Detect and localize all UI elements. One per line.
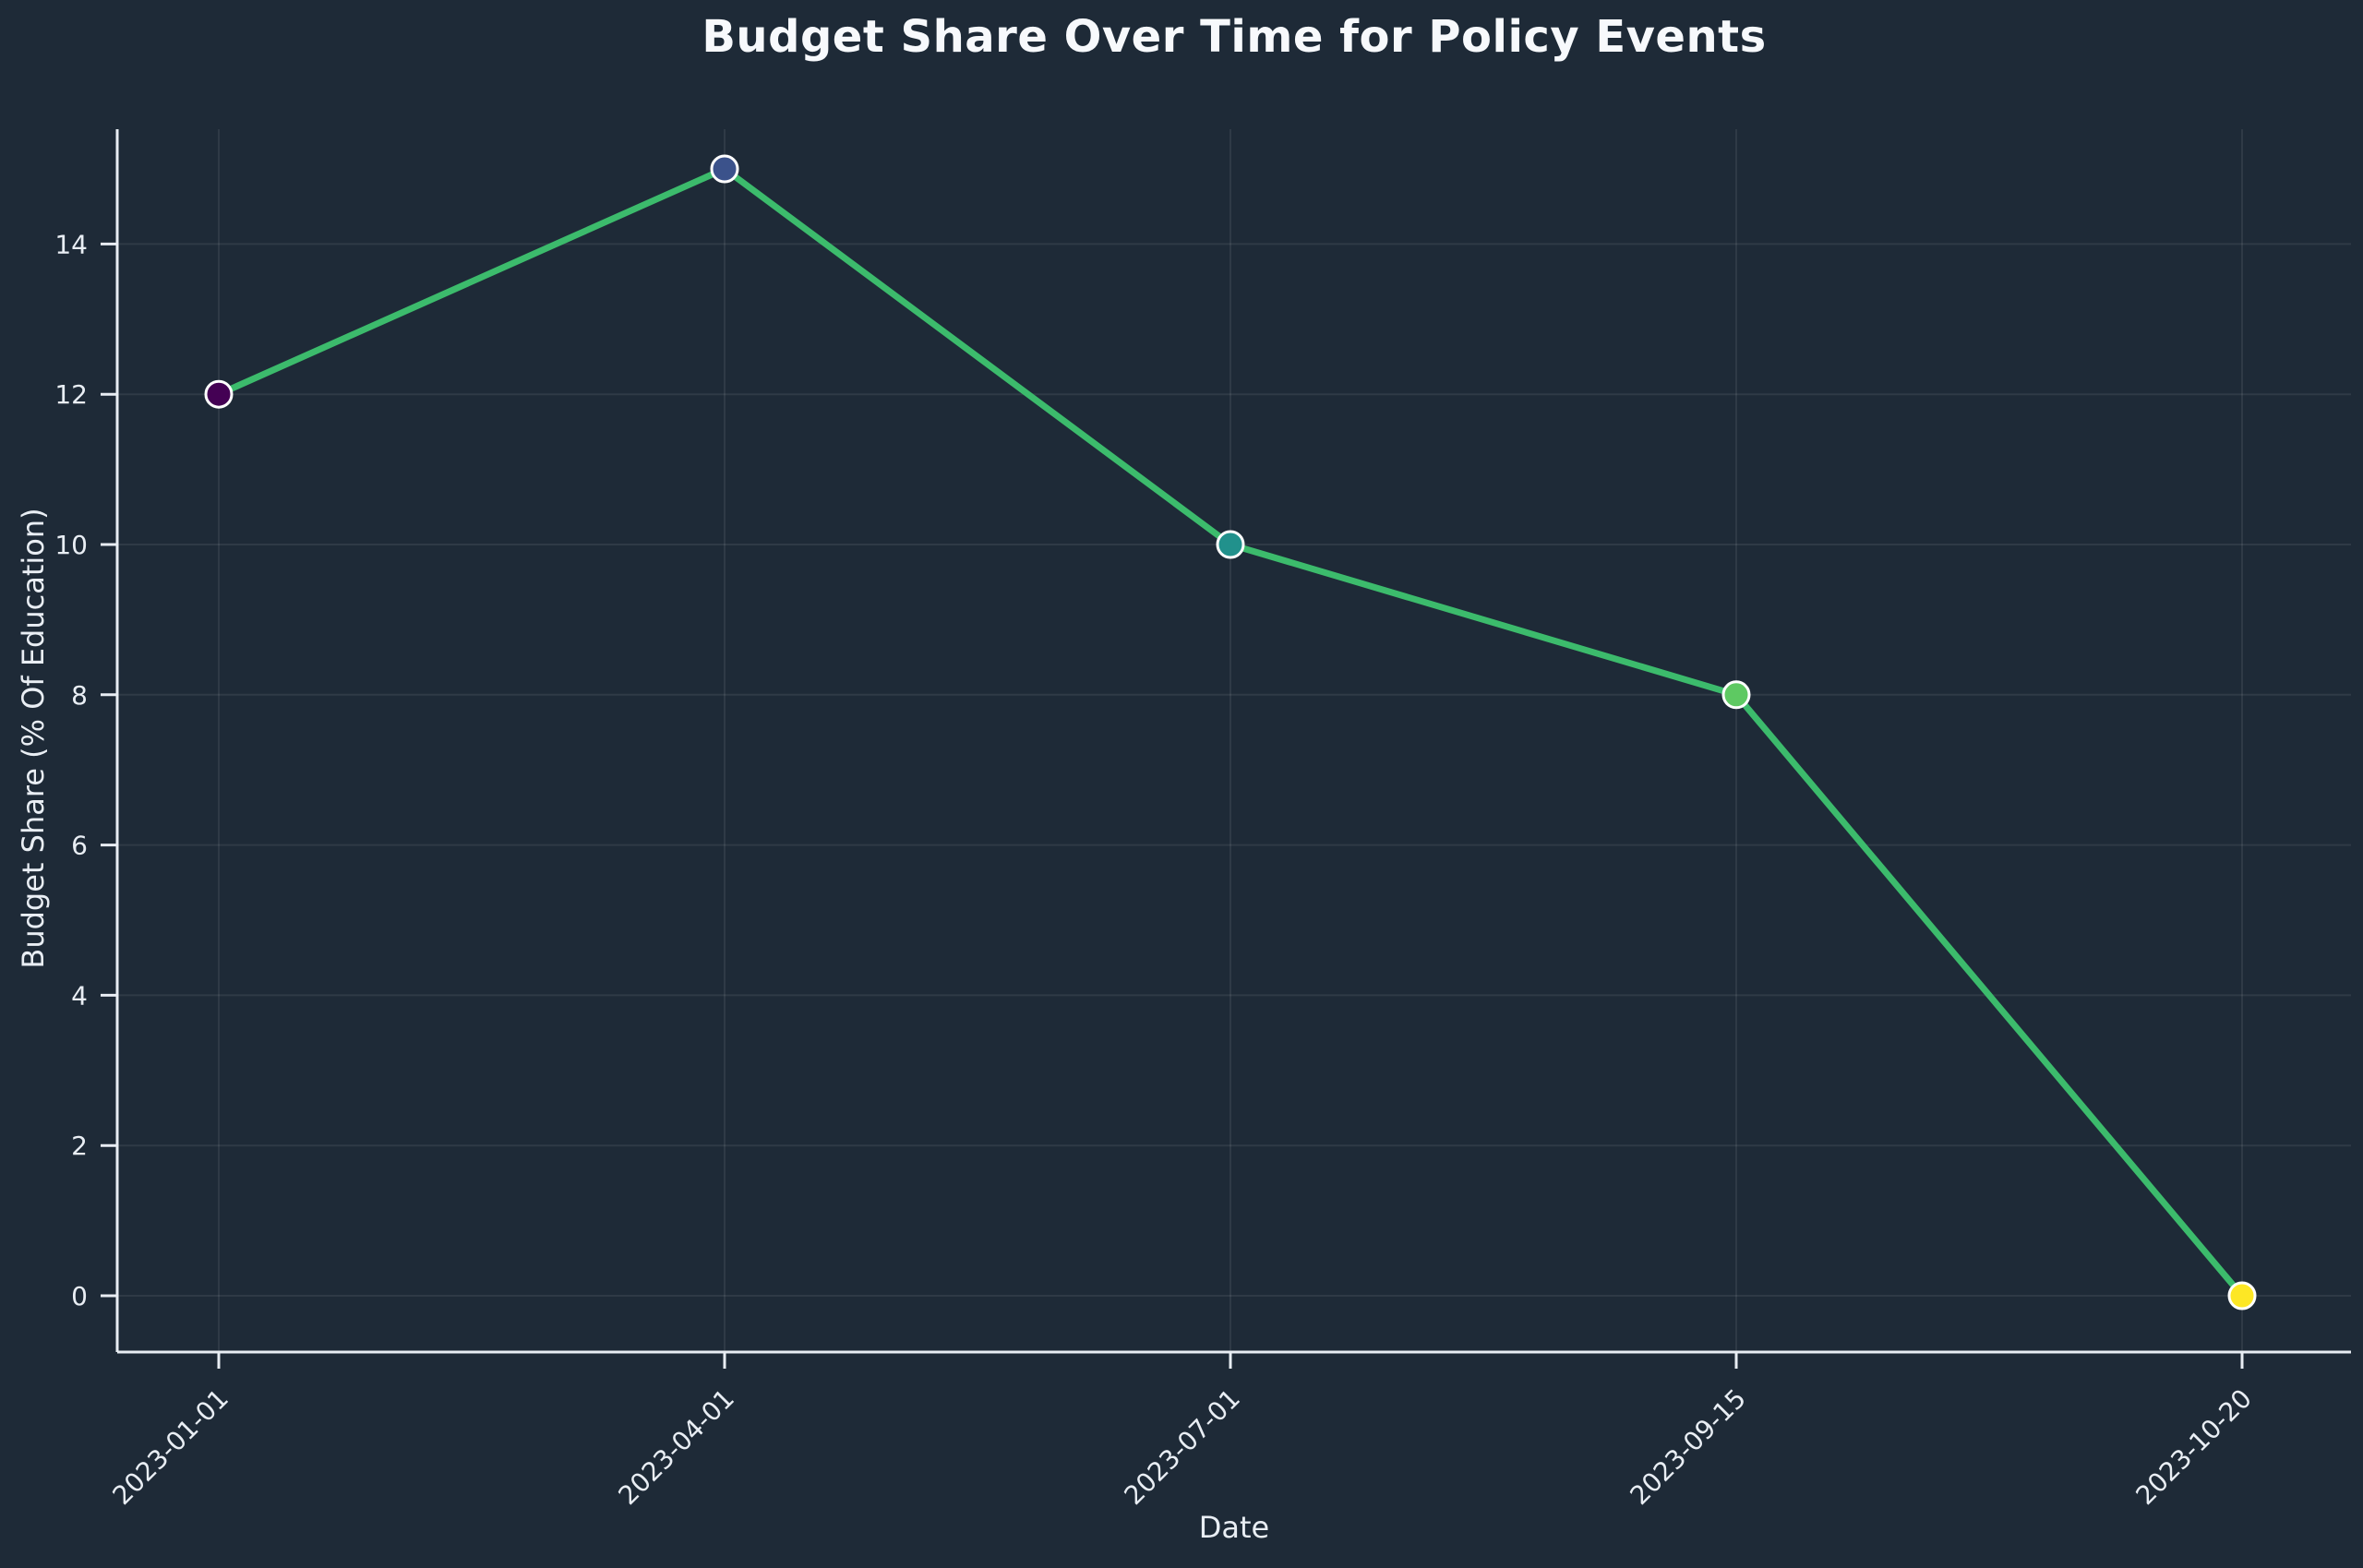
y-tick-label: 12 [54,379,88,410]
data-point-marker [1721,680,1751,710]
y-tick-label: 4 [71,980,88,1011]
x-tick-label: 2023-04-01 [613,1383,740,1511]
x-tick-label: 2023-01-01 [107,1383,234,1511]
x-tick-label: 2023-09-15 [1625,1383,1752,1511]
data-point-marker [204,379,234,409]
data-point-marker [1216,530,1245,559]
y-tick-label: 10 [54,530,88,560]
data-point-marker [2227,1281,2257,1311]
x-tick-label: 2023-10-20 [2130,1383,2258,1511]
data-point-marker [710,154,739,184]
y-tick-label: 8 [71,680,88,711]
y-tick-label: 6 [71,831,88,861]
x-axis-label: Date [1198,1510,1270,1545]
y-tick-label: 0 [71,1281,88,1311]
chart-title: Budget Share Over Time for Policy Events [702,11,1767,63]
y-tick-label: 14 [54,229,88,259]
x-tick-label: 2023-07-01 [1119,1383,1246,1511]
y-tick-label: 2 [71,1131,88,1161]
